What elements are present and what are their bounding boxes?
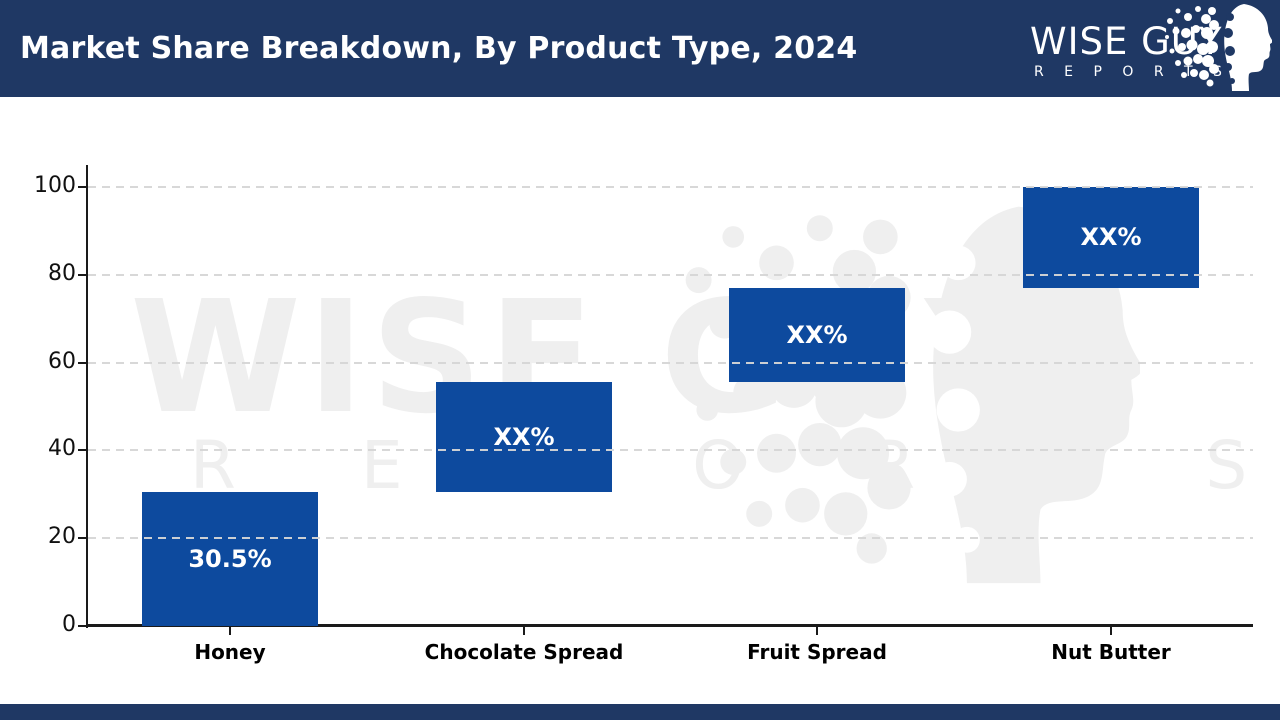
logo-reports-text: R E P O R T S (1034, 64, 1230, 80)
gridline (88, 273, 1253, 276)
gridline (88, 361, 1253, 364)
y-tick-label: 60 (48, 348, 76, 374)
x-category-label: Nut Butter (1051, 640, 1171, 664)
bar-value-label: XX% (493, 423, 555, 452)
x-category-label: Honey (194, 640, 266, 664)
x-tick-mark (229, 627, 231, 635)
gridline (88, 186, 1253, 188)
bar-chocolate-spread: XX% (436, 382, 612, 493)
bar-value-label: 30.5% (188, 545, 272, 574)
y-tick-mark (78, 186, 87, 188)
x-category-label: Fruit Spread (747, 640, 887, 664)
y-tick-mark (78, 449, 87, 452)
y-tick-label: 40 (48, 436, 76, 462)
x-tick-mark (1110, 627, 1112, 635)
y-tick-mark (78, 537, 87, 540)
x-tick-mark (523, 627, 525, 635)
bar-value-label: XX% (1080, 223, 1142, 252)
x-tick-mark (816, 627, 818, 635)
y-tick-label: 100 (34, 173, 76, 198)
bar-value-label: XX% (786, 321, 848, 350)
header-bar: Market Share Breakdown, By Product Type,… (0, 0, 1280, 97)
y-tick-label: 0 (62, 612, 76, 637)
gridline (88, 449, 1253, 452)
y-tick-label: 80 (48, 260, 76, 286)
bar-fruit-spread: XX% (729, 287, 905, 383)
x-category-label: Chocolate Spread (424, 640, 624, 664)
bar-nut-butter: XX% (1023, 187, 1199, 288)
y-tick-mark (78, 273, 87, 276)
x-axis-line (86, 624, 1253, 627)
y-tick-mark (78, 625, 87, 627)
page-title: Market Share Breakdown, By Product Type,… (20, 31, 858, 66)
footer-bar (0, 704, 1280, 720)
bar-honey: 30.5% (142, 492, 318, 626)
logo-face-icon (1165, 4, 1272, 91)
wiseguy-logo: WISE GUY R E P O R T S (1030, 0, 1272, 97)
y-tick-mark (78, 361, 87, 364)
gridline (88, 537, 1253, 540)
y-axis-line (86, 165, 88, 628)
y-tick-label: 20 (48, 524, 76, 550)
